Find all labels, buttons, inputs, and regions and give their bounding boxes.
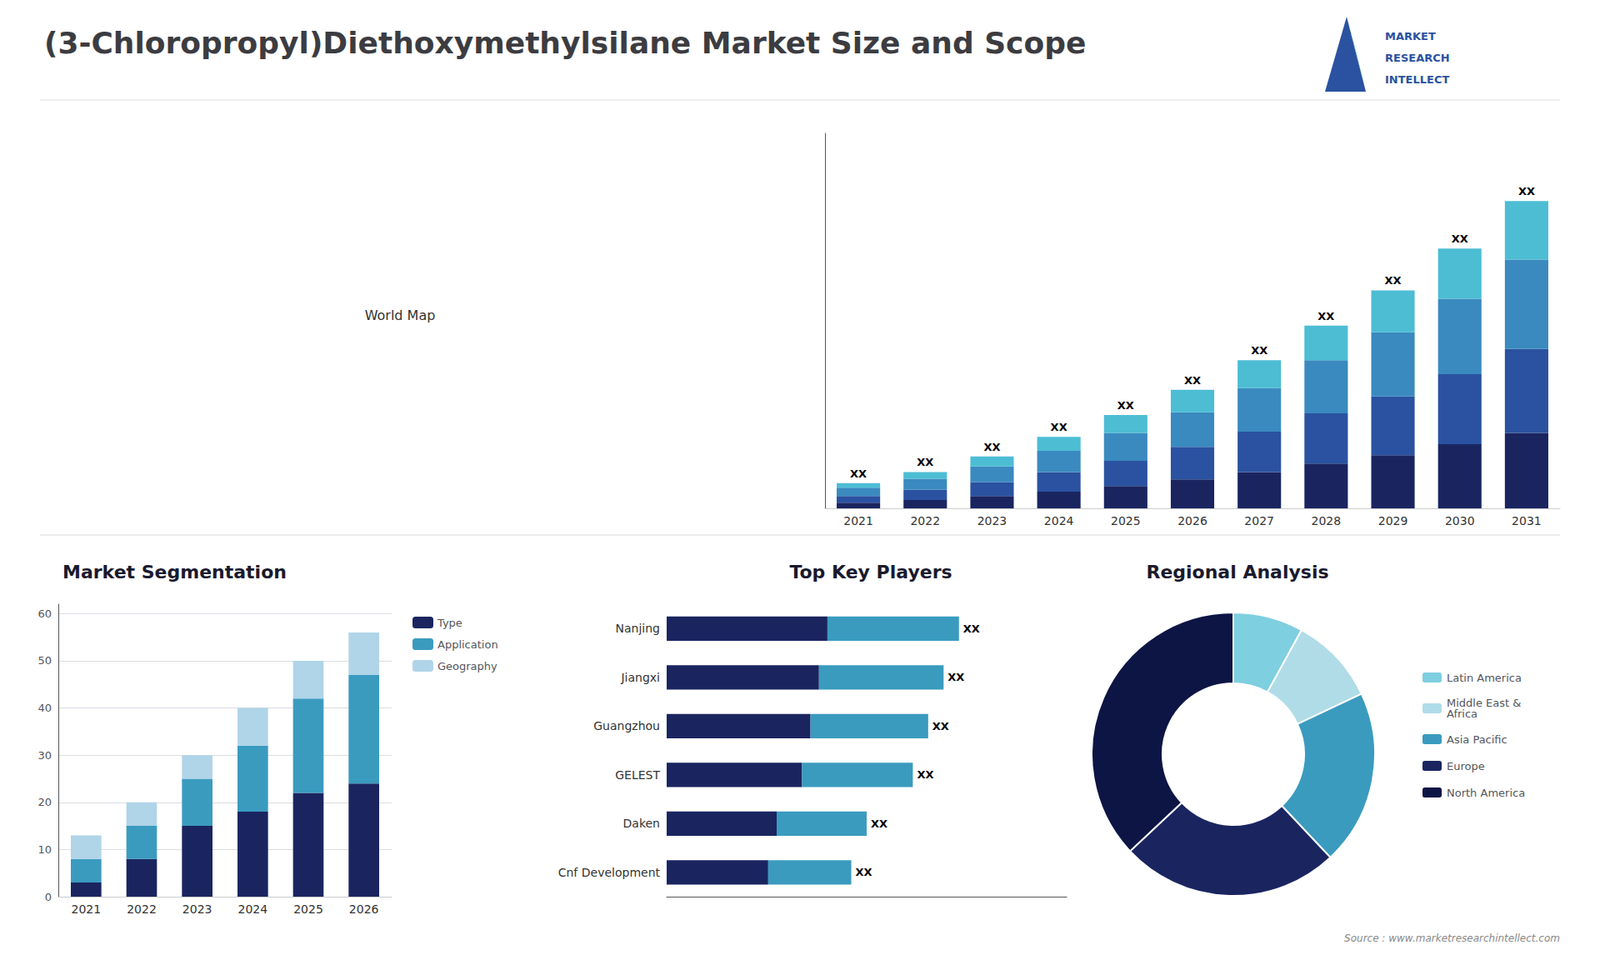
svg-text:XX: XX — [850, 467, 867, 480]
svg-text:XX: XX — [1451, 232, 1469, 245]
svg-text:XX: XX — [1518, 185, 1535, 198]
svg-text:2024: 2024 — [1044, 514, 1075, 528]
svg-text:XX: XX — [916, 768, 934, 781]
svg-text:2028: 2028 — [1311, 514, 1342, 528]
svg-text:2022: 2022 — [910, 514, 940, 528]
svg-text:2031: 2031 — [1511, 514, 1542, 528]
svg-text:30: 30 — [37, 749, 52, 762]
svg-text:2025: 2025 — [1110, 514, 1141, 528]
svg-text:XX: XX — [963, 622, 980, 635]
svg-text:0: 0 — [45, 890, 52, 904]
svg-text:Type: Type — [436, 616, 463, 630]
svg-text:XX: XX — [870, 817, 888, 830]
svg-text:Guangzhou: Guangzhou — [593, 719, 660, 733]
svg-text:2022: 2022 — [126, 902, 157, 916]
svg-text:2026: 2026 — [1177, 514, 1208, 528]
svg-text:20: 20 — [37, 795, 52, 809]
svg-text:XX: XX — [855, 865, 873, 879]
svg-text:Application: Application — [437, 638, 499, 651]
svg-text:MARKET: MARKET — [1385, 30, 1436, 43]
svg-text:Asia Pacific: Asia Pacific — [1446, 733, 1508, 746]
svg-text:2023: 2023 — [977, 514, 1008, 528]
svg-text:2030: 2030 — [1445, 514, 1475, 528]
svg-text:INTELLECT: INTELLECT — [1385, 73, 1450, 86]
svg-text:Nanjing: Nanjing — [615, 621, 660, 635]
svg-text:XX: XX — [1184, 374, 1201, 387]
svg-text:RESEARCH: RESEARCH — [1385, 51, 1450, 65]
svg-text:2025: 2025 — [293, 902, 324, 916]
svg-text:GELEST: GELEST — [615, 768, 660, 782]
svg-text:XX: XX — [1050, 420, 1068, 434]
svg-text:10: 10 — [37, 843, 52, 856]
svg-text:2024: 2024 — [238, 902, 269, 916]
svg-text:XX: XX — [1117, 399, 1135, 412]
svg-text:Latin America: Latin America — [1446, 671, 1522, 685]
svg-text:Europe: Europe — [1446, 760, 1485, 773]
svg-text:Regional Analysis: Regional Analysis — [1145, 561, 1329, 583]
svg-text:2027: 2027 — [1244, 514, 1275, 528]
svg-text:2023: 2023 — [182, 902, 213, 916]
svg-text:Market Segmentation: Market Segmentation — [62, 561, 287, 583]
svg-text:Jiangxi: Jiangxi — [620, 670, 660, 685]
svg-text:XX: XX — [916, 455, 934, 469]
svg-text:2021: 2021 — [71, 902, 102, 916]
svg-text:Middle East &: Middle East & — [1446, 696, 1522, 710]
svg-text:(3-Chloropropyl)Diethoxymethyl: (3-Chloropropyl)Diethoxymethylsilane Mar… — [44, 25, 1086, 60]
svg-text:XX: XX — [947, 670, 965, 684]
svg-text:Source : www.marketresearchint: Source : www.marketresearchintellect.com — [1344, 932, 1560, 945]
svg-text:60: 60 — [37, 607, 52, 620]
svg-text:World Map: World Map — [365, 307, 436, 324]
svg-text:XX: XX — [983, 440, 1000, 454]
svg-text:Cnf Development: Cnf Development — [558, 865, 661, 880]
svg-text:XX: XX — [932, 720, 950, 733]
svg-text:North America: North America — [1446, 786, 1525, 800]
svg-text:Daken: Daken — [623, 816, 660, 830]
svg-text:XX: XX — [1250, 344, 1268, 357]
svg-text:2029: 2029 — [1378, 514, 1409, 528]
svg-text:50: 50 — [37, 654, 52, 667]
svg-text:2021: 2021 — [843, 514, 874, 528]
svg-text:2026: 2026 — [349, 902, 380, 916]
svg-text:XX: XX — [1317, 310, 1335, 323]
svg-text:XX: XX — [1385, 274, 1402, 287]
svg-text:Top Key Players: Top Key Players — [789, 561, 952, 583]
svg-text:Geography: Geography — [437, 660, 498, 673]
svg-text:Africa: Africa — [1446, 707, 1478, 720]
svg-text:40: 40 — [37, 701, 52, 715]
